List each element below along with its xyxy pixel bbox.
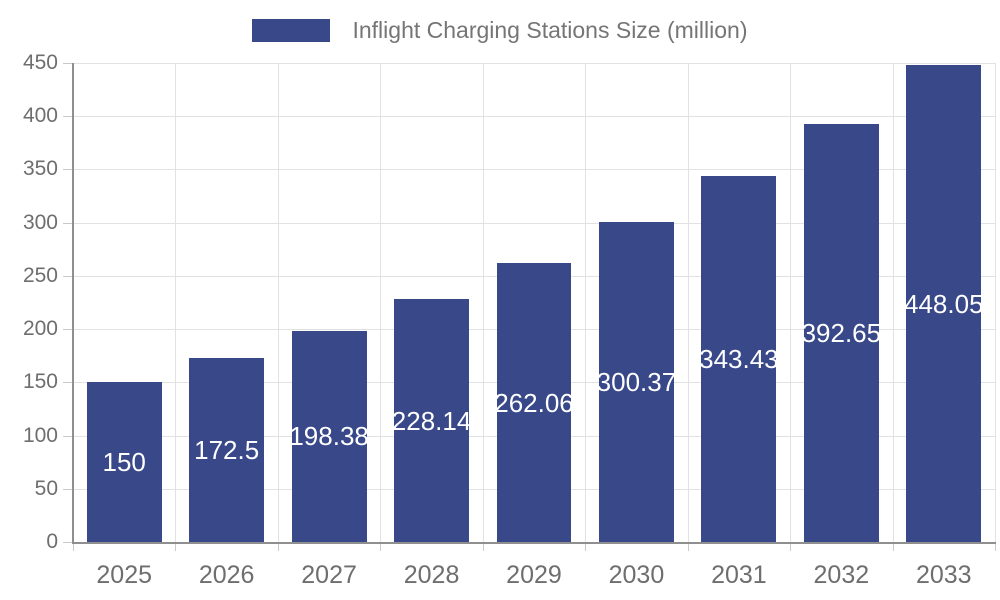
bar[interactable] [906,65,982,542]
x-tick-label: 2030 [608,561,665,589]
x-gridline [482,63,484,542]
bar-value-label: 343.43 [699,344,779,375]
y-tick-label: 350 [22,157,58,181]
x-tick [687,542,689,551]
y-tick-label: 300 [22,210,58,234]
x-tick-label: 2031 [711,561,767,589]
y-tick [63,435,73,437]
x-gridline [687,63,689,542]
x-tick [175,542,177,551]
x-gridline [892,63,894,542]
y-tick [63,382,73,384]
x-tick [995,542,996,551]
bar-value-label: 198.38 [289,421,369,452]
y-tick-label: 200 [22,317,58,341]
x-tick [790,542,792,551]
y-tick [63,169,73,171]
y-gridline [73,169,995,171]
x-gridline [380,63,382,542]
bar-value-label: 300.37 [596,367,677,398]
x-tick-label: 2026 [198,561,255,589]
x-tick [892,542,894,551]
x-tick [277,542,279,551]
bar[interactable] [496,263,572,542]
x-tick-label: 2029 [506,561,562,589]
x-tick [73,542,74,551]
x-tick [482,542,484,551]
y-gridline [73,116,995,118]
x-gridline [790,63,792,542]
bar-value-label: 392.65 [801,318,882,349]
bar-value-label: 262.06 [494,387,574,418]
bar[interactable] [86,382,162,542]
y-tick-label: 0 [46,530,58,553]
y-tick-label: 450 [22,51,58,74]
y-axis-line [72,63,74,542]
x-tick [380,542,382,551]
y-tick-label: 150 [22,370,58,394]
bar-value-label: 150 [102,447,146,478]
y-tick [63,542,73,543]
x-tick-label: 2028 [403,561,460,589]
legend-label: Inflight Charging Stations Size (million… [352,17,748,43]
y-tick-label: 250 [22,263,58,287]
bar[interactable] [394,299,470,542]
y-tick-label: 50 [34,476,58,500]
x-gridline [277,63,279,542]
bar[interactable] [598,222,674,542]
y-tick [63,275,73,277]
x-gridline [585,63,587,542]
bar[interactable] [803,124,879,542]
y-tick-label: 100 [22,423,58,447]
bar[interactable] [291,330,367,542]
legend-swatch [252,18,331,42]
y-tick [63,488,73,490]
y-tick [63,222,73,224]
x-tick-label: 2032 [813,561,870,589]
x-tick-label: 2033 [915,561,972,589]
y-gridline [73,222,995,224]
x-tick-label: 2027 [301,561,357,589]
bar-value-label: 228.14 [391,405,472,436]
x-gridline [175,63,177,542]
bar[interactable] [189,358,265,542]
bar-value-label: 448.05 [904,288,984,319]
bar[interactable] [701,176,777,542]
y-tick [63,63,73,64]
x-axis-line [72,542,996,544]
y-tick-label: 400 [22,104,58,128]
x-tick-label: 2025 [96,561,153,589]
bar-value-label: 172.5 [194,435,260,466]
legend[interactable]: Inflight Charging Stations Size (million… [0,16,1000,44]
x-tick [585,542,587,551]
y-tick [63,116,73,118]
y-tick [63,329,73,331]
y-gridline [73,63,995,64]
x-gridline [995,63,996,542]
